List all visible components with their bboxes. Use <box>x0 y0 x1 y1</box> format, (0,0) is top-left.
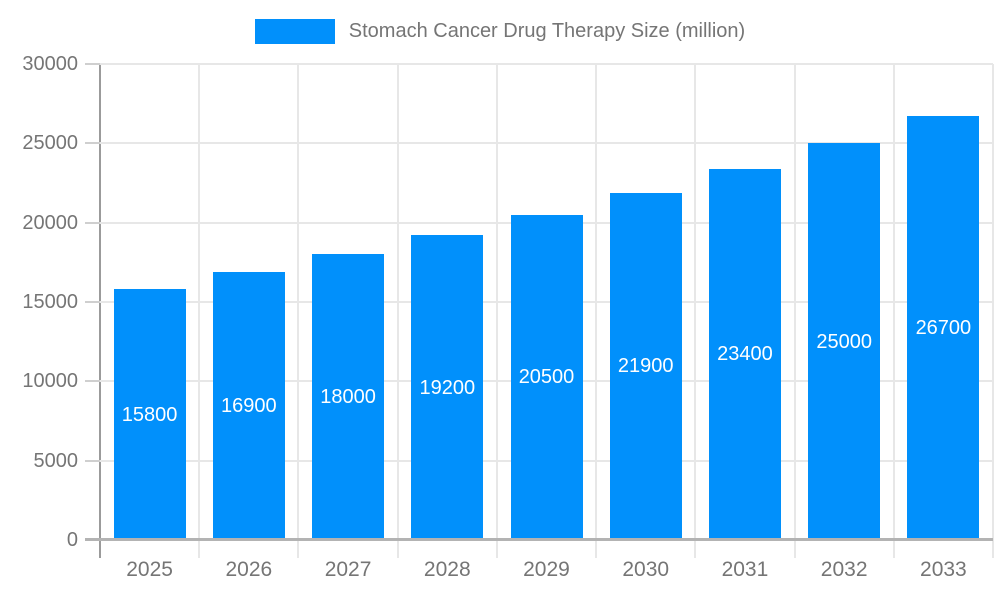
x-axis-line <box>85 538 993 541</box>
y-axis-label: 30000 <box>22 53 78 75</box>
bar-value-label: 26700 <box>915 317 972 340</box>
x-axis-label: 2028 <box>423 558 471 581</box>
bar <box>808 143 881 540</box>
v-gridline <box>892 64 895 558</box>
y-tick-mark <box>85 459 100 462</box>
bar <box>113 289 186 540</box>
bar <box>312 254 385 540</box>
y-axis-label: 15000 <box>22 291 78 313</box>
legend-swatch <box>254 19 335 44</box>
x-axis-label: 2026 <box>225 558 273 581</box>
v-gridline <box>396 64 399 558</box>
y-axis-line <box>99 64 101 558</box>
y-axis-label: 0 <box>66 529 78 551</box>
bar <box>907 116 980 540</box>
bar-value-label: 16900 <box>221 394 277 417</box>
v-gridline <box>694 64 697 558</box>
x-axis-label: 2027 <box>324 558 372 581</box>
bar-value-label: 21900 <box>617 355 674 378</box>
y-tick-mark <box>85 142 100 145</box>
bar <box>411 235 484 540</box>
bar <box>609 192 682 540</box>
legend-label: Stomach Cancer Drug Therapy Size (millio… <box>348 20 746 42</box>
v-gridline <box>595 64 598 558</box>
v-gridline <box>198 64 201 558</box>
y-axis-label: 25000 <box>22 132 78 155</box>
y-axis-label: 5000 <box>33 449 79 472</box>
bar-value-label: 15800 <box>121 403 178 426</box>
y-axis-label: 20000 <box>22 211 78 234</box>
y-gridline <box>100 63 993 65</box>
v-gridline <box>793 64 796 558</box>
x-axis-label: 2030 <box>622 558 670 581</box>
y-tick-mark <box>85 63 100 65</box>
y-tick-mark <box>85 221 100 224</box>
plot-area: 15800 2025 16900 2026 18000 2027 19200 2028 2050… <box>100 63 994 581</box>
bar-value-label: 20500 <box>518 366 575 389</box>
bar-value-label: 18000 <box>320 386 376 409</box>
x-axis-label: 2025 <box>126 558 173 581</box>
y-tick-mark <box>85 380 100 383</box>
bar <box>708 168 781 540</box>
bar-value-label: 23400 <box>717 343 773 366</box>
bar-value-label: 19200 <box>419 376 476 399</box>
x-axis-label: 2031 <box>721 558 769 581</box>
v-gridline <box>992 64 994 558</box>
x-axis-label: 2029 <box>523 558 570 581</box>
x-axis-label: 2033 <box>920 558 967 581</box>
y-gridline <box>100 142 993 145</box>
bar <box>212 271 285 540</box>
bar-value-label: 25000 <box>816 330 872 353</box>
v-gridline <box>297 64 300 558</box>
v-gridline <box>495 64 498 558</box>
legend: Stomach Cancer Drug Therapy Size (millio… <box>0 19 1000 44</box>
x-axis-label: 2032 <box>820 558 868 581</box>
y-axis-label: 10000 <box>22 370 78 393</box>
bar <box>510 214 583 540</box>
y-tick-mark <box>85 301 100 303</box>
